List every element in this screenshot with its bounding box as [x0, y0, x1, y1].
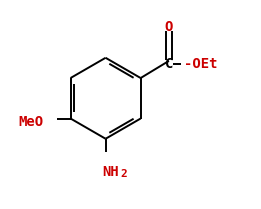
Text: -OEt: -OEt: [185, 57, 218, 71]
Text: MeO: MeO: [18, 115, 43, 129]
Text: C: C: [165, 57, 173, 71]
Text: O: O: [165, 20, 173, 34]
Text: 2: 2: [121, 169, 127, 179]
Text: NH: NH: [102, 165, 119, 179]
